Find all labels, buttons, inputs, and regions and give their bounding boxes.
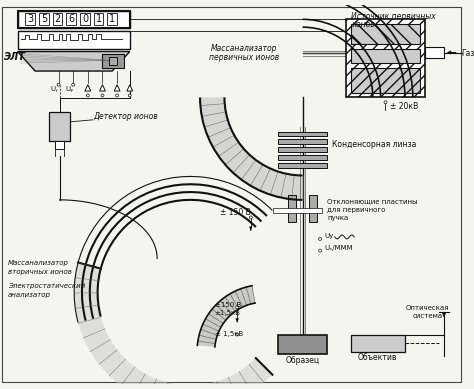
Bar — [18, 31, 130, 49]
Text: 1: 1 — [96, 14, 102, 25]
Bar — [278, 139, 327, 144]
Text: 0: 0 — [82, 14, 88, 25]
Text: ±1,5кВ: ±1,5кВ — [215, 310, 241, 316]
Bar — [346, 19, 425, 97]
Text: ЭЛТ: ЭЛТ — [4, 53, 26, 62]
Polygon shape — [74, 263, 273, 389]
Circle shape — [86, 94, 89, 97]
Bar — [273, 208, 322, 212]
Bar — [18, 11, 130, 28]
Text: ± 150 В: ± 150 В — [219, 208, 250, 217]
Circle shape — [116, 94, 118, 97]
Bar — [288, 195, 296, 222]
Bar — [278, 163, 327, 168]
Bar — [351, 68, 419, 93]
Text: Uᵩ: Uᵩ — [65, 86, 73, 92]
Text: Электростатический: Электростатический — [8, 283, 85, 289]
Text: ионов: ионов — [351, 20, 375, 29]
Circle shape — [236, 306, 238, 309]
Text: Uу: Uу — [324, 233, 333, 239]
Text: 6: 6 — [68, 14, 74, 25]
Circle shape — [128, 94, 131, 97]
Text: Газ: Газ — [462, 49, 474, 58]
Text: Источник первичных: Источник первичных — [351, 12, 436, 21]
Bar — [94, 14, 103, 25]
Polygon shape — [127, 85, 133, 91]
Bar — [80, 14, 90, 25]
Bar — [107, 14, 117, 25]
Bar — [278, 335, 327, 354]
Circle shape — [236, 333, 238, 336]
Polygon shape — [100, 85, 105, 91]
Bar — [278, 155, 327, 160]
Bar — [26, 14, 35, 25]
Text: анализатор: анализатор — [8, 292, 51, 298]
Polygon shape — [200, 97, 302, 200]
Polygon shape — [114, 85, 120, 91]
Bar — [351, 335, 405, 352]
Text: Детектор ионов: Детектор ионов — [94, 112, 158, 121]
Bar — [310, 195, 317, 222]
Text: пучка: пучка — [327, 216, 348, 221]
Text: первичных ионов: первичных ионов — [209, 53, 279, 63]
Text: Оптическая: Оптическая — [406, 305, 449, 311]
Circle shape — [319, 237, 321, 240]
Circle shape — [57, 83, 60, 86]
Bar — [278, 147, 327, 152]
Circle shape — [101, 94, 104, 97]
Polygon shape — [197, 286, 255, 347]
Text: ± 1,5кВ: ± 1,5кВ — [215, 331, 243, 336]
Text: Образец: Образец — [285, 356, 319, 365]
Circle shape — [319, 249, 321, 252]
Bar — [18, 11, 130, 28]
Text: Массанализатор: Массанализатор — [211, 44, 277, 53]
Circle shape — [249, 216, 252, 219]
Bar — [425, 47, 444, 58]
Circle shape — [72, 83, 75, 86]
Text: вторичных ионов: вторичных ионов — [8, 269, 72, 275]
Bar — [55, 141, 64, 149]
Polygon shape — [18, 51, 130, 71]
Bar — [49, 112, 70, 141]
Text: Массанализатор: Массанализатор — [8, 260, 69, 266]
Text: 5: 5 — [41, 14, 47, 25]
Polygon shape — [85, 85, 91, 91]
Text: Конденсорная линза: Конденсорная линза — [332, 140, 416, 149]
Text: Объектив: Объектив — [358, 353, 397, 362]
Bar — [109, 58, 117, 65]
Bar — [351, 24, 419, 44]
Bar — [39, 14, 49, 25]
Text: для первичного: для первичного — [327, 207, 385, 213]
Text: 3: 3 — [27, 14, 34, 25]
Text: система: система — [412, 313, 443, 319]
Text: 1: 1 — [109, 14, 116, 25]
Text: 2: 2 — [55, 14, 61, 25]
Bar — [102, 54, 124, 68]
Text: ± 20кВ: ± 20кВ — [391, 102, 419, 111]
Bar — [66, 14, 76, 25]
Bar — [351, 49, 419, 63]
Text: Отклоняющие пластины: Отклоняющие пластины — [327, 198, 418, 204]
Text: ±150 В: ±150 В — [215, 302, 241, 308]
Bar — [53, 14, 63, 25]
Bar — [278, 131, 327, 137]
Text: Uₓ/МММ: Uₓ/МММ — [324, 245, 353, 251]
Text: Uᵧ: Uᵧ — [51, 86, 58, 92]
Circle shape — [384, 101, 387, 104]
